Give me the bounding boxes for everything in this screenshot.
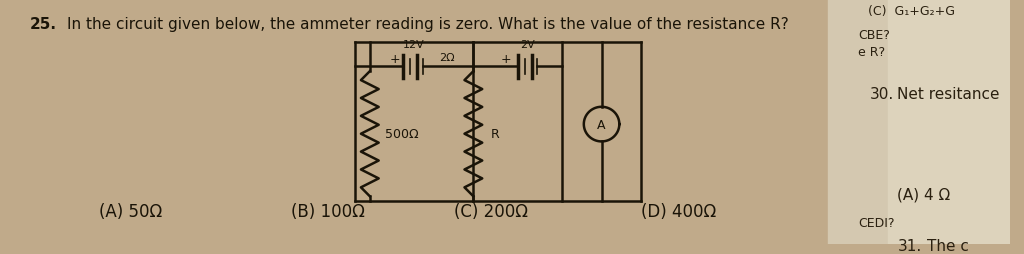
Text: (C) 200Ω: (C) 200Ω: [454, 202, 527, 220]
Text: 25.: 25.: [30, 17, 56, 32]
Text: 30.: 30.: [869, 86, 894, 101]
Text: CEDI?: CEDI?: [858, 216, 895, 229]
Text: A: A: [597, 118, 606, 131]
Text: R: R: [492, 128, 500, 141]
Text: (A) 4 Ω: (A) 4 Ω: [897, 187, 950, 202]
Text: 2V: 2V: [520, 40, 535, 50]
Bar: [828, 0, 1010, 244]
Text: 31.: 31.: [897, 238, 922, 253]
Text: The c: The c: [927, 238, 969, 253]
Text: 2Ω: 2Ω: [439, 53, 455, 62]
Text: (A) 50Ω: (A) 50Ω: [98, 202, 162, 220]
Text: 500Ω: 500Ω: [385, 128, 418, 141]
Text: In the circuit given below, the ammeter reading is zero. What is the value of th: In the circuit given below, the ammeter …: [67, 17, 788, 32]
Bar: [888, 0, 1010, 244]
Text: Net resitance: Net resitance: [897, 86, 999, 101]
Text: CBE?: CBE?: [858, 29, 890, 42]
Text: (B) 100Ω: (B) 100Ω: [291, 202, 365, 220]
Text: e R?: e R?: [858, 46, 885, 59]
Text: +: +: [389, 53, 399, 66]
Text: +: +: [501, 53, 511, 66]
Text: (D) 400Ω: (D) 400Ω: [641, 202, 716, 220]
Text: (C)  G₁+G₂+G: (C) G₁+G₂+G: [867, 5, 954, 18]
Text: 12V: 12V: [402, 40, 424, 50]
